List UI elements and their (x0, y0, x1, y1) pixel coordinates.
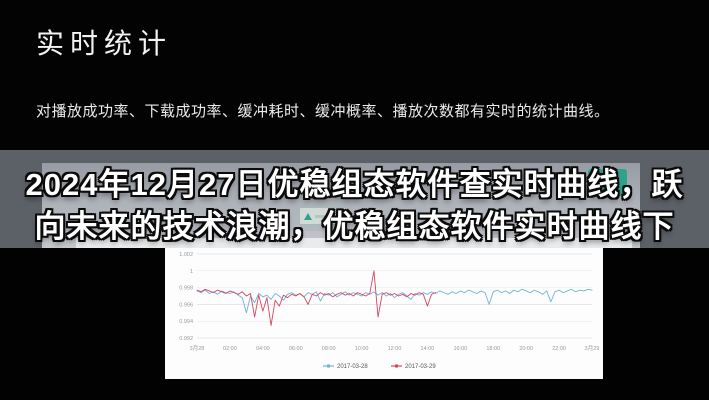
y-tick-label: 1.002 (179, 252, 193, 258)
widget-bar-decoration (315, 214, 341, 218)
banner-title: 2024年12月27日优稳组态软件查实时曲线，跃 向未来的技术浪潮，优稳组态软件… (0, 164, 709, 248)
banner-title-line2: 向未来的技术浪潮，优稳组态软件实时曲线下 (34, 209, 675, 244)
x-tick-label: 08:00 (322, 346, 336, 352)
x-tick-label: 02:00 (223, 346, 237, 352)
banner-title-line1: 2024年12月27日优稳组态软件查实时曲线，跃 (25, 167, 684, 202)
chart-section: 1.002 1 0.998 0.996 0.994 0.992 3月28 02:00 04:00… (0, 248, 709, 400)
legend-item-2017-03-28[interactable]: 2017-03-28 (323, 364, 368, 370)
series-line-2017-03-29 (196, 270, 437, 326)
realtime-curve-chart[interactable]: 1.002 1 0.998 0.996 0.994 0.992 3月28 02:00 04:00… (165, 248, 603, 379)
y-tick-label: 0.998 (179, 286, 193, 292)
action-button[interactable] (588, 169, 627, 196)
x-tick-label: 20:00 (519, 346, 533, 352)
legend-label: 2017-03-29 (405, 364, 436, 370)
x-tick-label: 3月28 (190, 345, 205, 352)
stats-header-section: 实时统计 对播放成功率、下载成功率、缓冲耗时、缓冲概率、播放次数都有实时的统计曲… (0, 0, 709, 150)
legend-item-2017-03-29[interactable]: 2017-03-29 (391, 364, 436, 370)
chart-legend: 2017-03-28 2017-03-29 (323, 364, 436, 370)
y-tick-label: 0.996 (179, 302, 193, 308)
x-tick-label: 10:00 (355, 346, 369, 352)
x-tick-label: 04:00 (256, 346, 270, 352)
y-tick-label: 0.994 (179, 319, 193, 325)
legend-marker-icon (326, 364, 331, 368)
x-axis-labels: 3月28 02:00 04:00 06:00 08:00 10:00 12:00 14:00 1… (190, 345, 600, 352)
x-tick-label: 16:00 (453, 346, 467, 352)
x-tick-label: 12:00 (388, 346, 402, 352)
background-screenshot-panel (42, 163, 640, 248)
y-axis-labels: 1.002 1 0.998 0.996 0.994 0.992 (179, 252, 193, 342)
promo-banner: 2024年12月27日优稳组态软件查实时曲线，跃 向未来的技术浪潮，优稳组态软件… (0, 150, 709, 248)
legend-marker-icon (394, 364, 399, 368)
grid-lines (197, 253, 592, 339)
x-tick-label: 14:00 (421, 346, 435, 352)
x-tick-label: 3月29 (585, 345, 600, 352)
x-tick-label: 22:00 (552, 346, 566, 352)
x-tick-label: 06:00 (289, 346, 303, 352)
download-icon (304, 212, 312, 220)
chart-svg: 1.002 1 0.998 0.996 0.994 0.992 3月28 02:00 04:00… (179, 252, 600, 370)
y-tick-label: 0.992 (179, 336, 193, 342)
y-tick-label: 1 (190, 269, 193, 275)
x-tick-label: 18:00 (486, 346, 500, 352)
page-description: 对播放成功率、下载成功率、缓冲耗时、缓冲概率、播放次数都有实时的统计曲线。 (36, 103, 610, 120)
panel-bottom-strip (76, 238, 632, 248)
page-title: 实时统计 (36, 28, 173, 59)
legend-label: 2017-03-28 (337, 364, 368, 370)
series-line-2017-03-28 (196, 288, 593, 314)
download-widget[interactable] (299, 207, 346, 225)
